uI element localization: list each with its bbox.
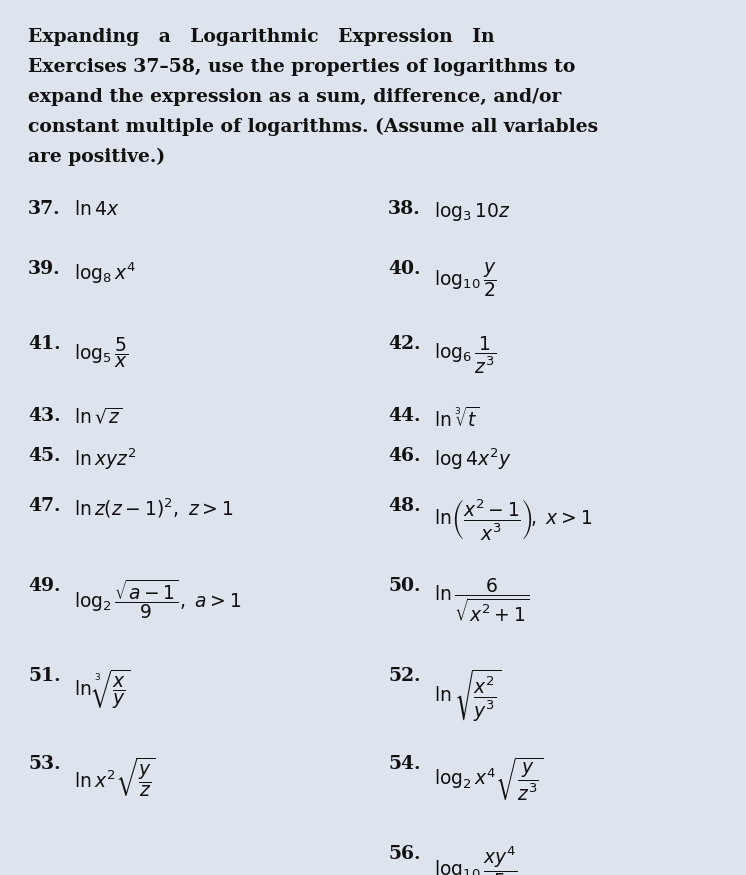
Text: $\ln xyz^2$: $\ln xyz^2$ xyxy=(74,447,137,472)
Text: $\ln z(z-1)^2,\ z>1$: $\ln z(z-1)^2,\ z>1$ xyxy=(74,497,233,521)
Text: $\ln\sqrt{z}$: $\ln\sqrt{z}$ xyxy=(74,407,122,428)
Text: $\ln x^2\sqrt{\dfrac{y}{z}}$: $\ln x^2\sqrt{\dfrac{y}{z}}$ xyxy=(74,755,156,798)
Text: constant multiple of logarithms. (Assume all variables: constant multiple of logarithms. (Assume… xyxy=(28,118,598,136)
Text: 54.: 54. xyxy=(388,755,421,773)
Text: 50.: 50. xyxy=(388,577,421,595)
Text: 49.: 49. xyxy=(28,577,60,595)
Text: 41.: 41. xyxy=(28,335,60,353)
Text: $\log_5\dfrac{5}{x}$: $\log_5\dfrac{5}{x}$ xyxy=(74,335,128,370)
Text: 48.: 48. xyxy=(388,497,421,515)
Text: $\log_8 x^4$: $\log_8 x^4$ xyxy=(74,260,137,285)
Text: $\log_{10}\dfrac{y}{2}$: $\log_{10}\dfrac{y}{2}$ xyxy=(434,260,497,299)
Text: 53.: 53. xyxy=(28,755,60,773)
Text: $\log_2\dfrac{\sqrt{a-1}}{9},\ a>1$: $\log_2\dfrac{\sqrt{a-1}}{9},\ a>1$ xyxy=(74,577,242,621)
Text: $\log_2 x^4\sqrt{\dfrac{y}{z^3}}$: $\log_2 x^4\sqrt{\dfrac{y}{z^3}}$ xyxy=(434,755,544,803)
Text: are positive.): are positive.) xyxy=(28,148,165,166)
Text: 46.: 46. xyxy=(388,447,421,465)
Text: 45.: 45. xyxy=(28,447,60,465)
Text: Expanding   a   Logarithmic   Expression   In: Expanding a Logarithmic Expression In xyxy=(28,28,495,46)
Text: 37.: 37. xyxy=(28,200,60,218)
Text: Exercises 37–58, use the properties of logarithms to: Exercises 37–58, use the properties of l… xyxy=(28,58,575,76)
Text: $\log 4x^2y$: $\log 4x^2y$ xyxy=(434,447,512,472)
Text: $\log_3 10z$: $\log_3 10z$ xyxy=(434,200,511,223)
Text: $\ln\sqrt{\dfrac{x^2}{y^3}}$: $\ln\sqrt{\dfrac{x^2}{y^3}}$ xyxy=(434,667,501,723)
Text: 56.: 56. xyxy=(388,845,421,863)
Text: $\ln\dfrac{6}{\sqrt{x^2+1}}$: $\ln\dfrac{6}{\sqrt{x^2+1}}$ xyxy=(434,577,530,624)
Text: $\log_6\dfrac{1}{z^3}$: $\log_6\dfrac{1}{z^3}$ xyxy=(434,335,496,376)
Text: 40.: 40. xyxy=(388,260,421,278)
Text: 51.: 51. xyxy=(28,667,60,685)
Text: 39.: 39. xyxy=(28,260,60,278)
Text: 44.: 44. xyxy=(388,407,421,425)
Text: $\ln\!\left(\dfrac{x^2-1}{x^3}\right)\!,\ x>1$: $\ln\!\left(\dfrac{x^2-1}{x^3}\right)\!,… xyxy=(434,497,592,542)
Text: $\ln\sqrt[3]{\dfrac{x}{y}}$: $\ln\sqrt[3]{\dfrac{x}{y}}$ xyxy=(74,667,131,710)
Text: 47.: 47. xyxy=(28,497,60,515)
Text: $\ln 4x$: $\ln 4x$ xyxy=(74,200,119,219)
Text: 42.: 42. xyxy=(388,335,421,353)
Text: $\ln\sqrt[3]{t}$: $\ln\sqrt[3]{t}$ xyxy=(434,407,480,431)
Text: 38.: 38. xyxy=(388,200,421,218)
Text: $\log_{10}\dfrac{xy^4}{5}$: $\log_{10}\dfrac{xy^4}{5}$ xyxy=(434,845,517,875)
Text: 43.: 43. xyxy=(28,407,60,425)
Text: 52.: 52. xyxy=(388,667,421,685)
Text: expand the expression as a sum, difference, and/or: expand the expression as a sum, differen… xyxy=(28,88,562,106)
